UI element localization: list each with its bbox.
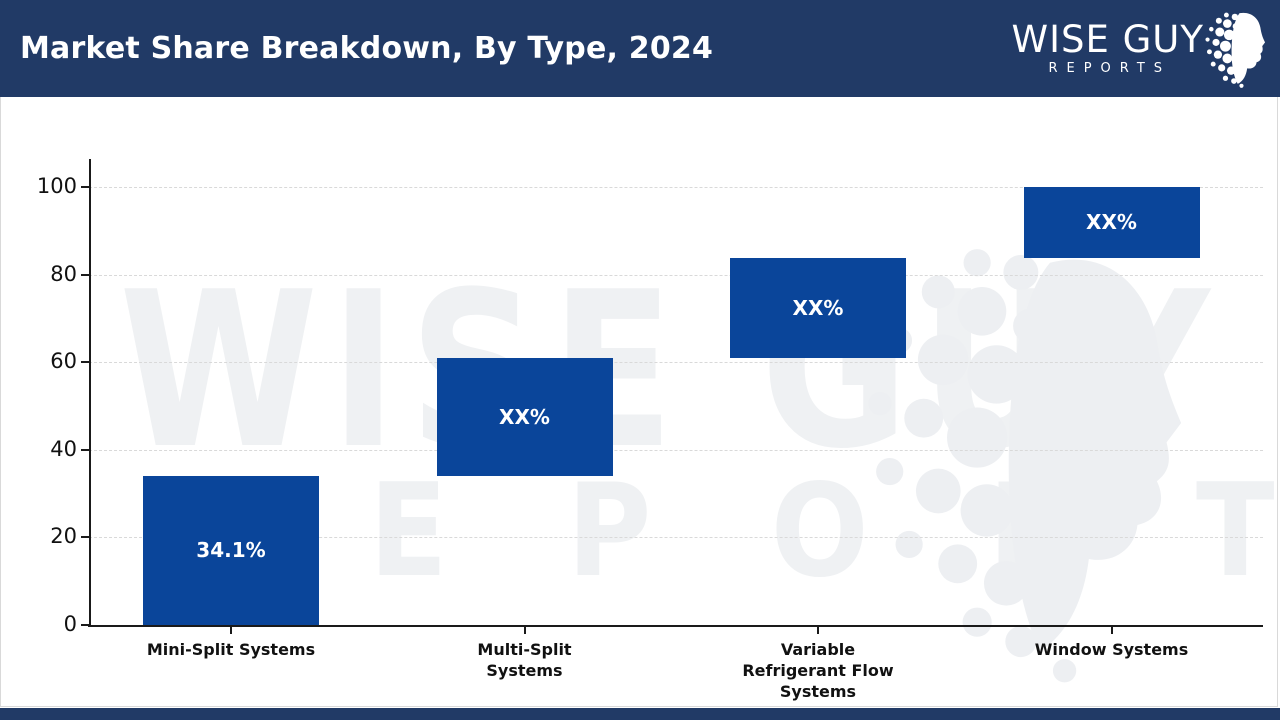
- logo-head-icon: [1205, 12, 1266, 88]
- bar: XX%: [436, 357, 613, 476]
- y-tick-mark: [81, 186, 89, 188]
- gridline: [89, 449, 1263, 451]
- x-tick-mark: [1110, 627, 1113, 634]
- x-category-label: Multi-Split Systems: [395, 639, 655, 681]
- logo-wordmark-main: WISE GUY: [1011, 18, 1204, 61]
- header-bar: Market Share Breakdown, By Type, 2024 WI…: [0, 0, 1280, 97]
- chart-area: WISE GUY R E P O R T S 0 20 40 60 80 100 34.1%…: [0, 97, 1278, 707]
- y-tick-mark: [81, 273, 89, 276]
- y-tick-mark: [81, 448, 89, 451]
- x-category-label-line: Window Systems: [1034, 640, 1189, 659]
- x-category-label-line: Mini-Split Systems: [146, 640, 316, 659]
- x-tick-mark: [230, 627, 232, 634]
- x-category-label-line: Refrigerant Flow: [742, 661, 894, 680]
- bar-value-label: 34.1%: [196, 538, 266, 563]
- y-tick-label: 0: [63, 612, 77, 636]
- x-tick-mark: [817, 627, 819, 634]
- x-category-label-line: Multi-Split: [477, 640, 572, 659]
- watermark-subtext: R E P O R T S: [161, 457, 1277, 606]
- gridline: [89, 362, 1263, 364]
- gridline: [89, 187, 1263, 188]
- x-category-label: Mini-Split Systems: [101, 639, 361, 660]
- bar-value-label: XX%: [1086, 210, 1137, 235]
- x-category-label: Window Systems: [982, 639, 1242, 660]
- bar: XX%: [1023, 187, 1200, 258]
- y-tick-label: 100: [36, 174, 77, 198]
- logo-wordmark: WISE GUY REPORTS: [1012, 21, 1204, 76]
- bar-value-label: XX%: [792, 295, 844, 320]
- x-tick-mark: [523, 627, 526, 634]
- bar: 34.1%: [143, 475, 319, 625]
- x-category-label-line: Systems: [486, 661, 563, 680]
- y-tick-label: 80: [50, 261, 77, 286]
- y-tick-label: 20: [50, 524, 77, 549]
- page-title: Market Share Breakdown, By Type, 2024: [20, 31, 714, 66]
- y-tick-label: 40: [50, 436, 77, 461]
- x-category-label: Variable Refrigerant Flow Systems: [688, 639, 948, 702]
- y-tick-mark: [81, 624, 89, 626]
- gridline: [89, 537, 1263, 539]
- logo-wordmark-sub: REPORTS: [1048, 61, 1172, 76]
- bar-value-label: XX%: [499, 404, 550, 429]
- x-category-label-line: Variable: [780, 640, 856, 659]
- y-tick-label: 60: [50, 349, 77, 374]
- y-tick-mark: [81, 536, 89, 539]
- footer-bar: [0, 708, 1280, 720]
- y-tick-mark: [81, 361, 89, 364]
- gridline: [89, 274, 1263, 276]
- x-category-label-line: Systems: [779, 682, 857, 701]
- bar: XX%: [730, 257, 906, 358]
- watermark-text: WISE GUY: [119, 245, 1222, 496]
- x-axis: [88, 625, 1263, 627]
- wiseguy-logo: WISE GUY REPORTS: [1012, 9, 1280, 89]
- y-axis: [89, 159, 91, 627]
